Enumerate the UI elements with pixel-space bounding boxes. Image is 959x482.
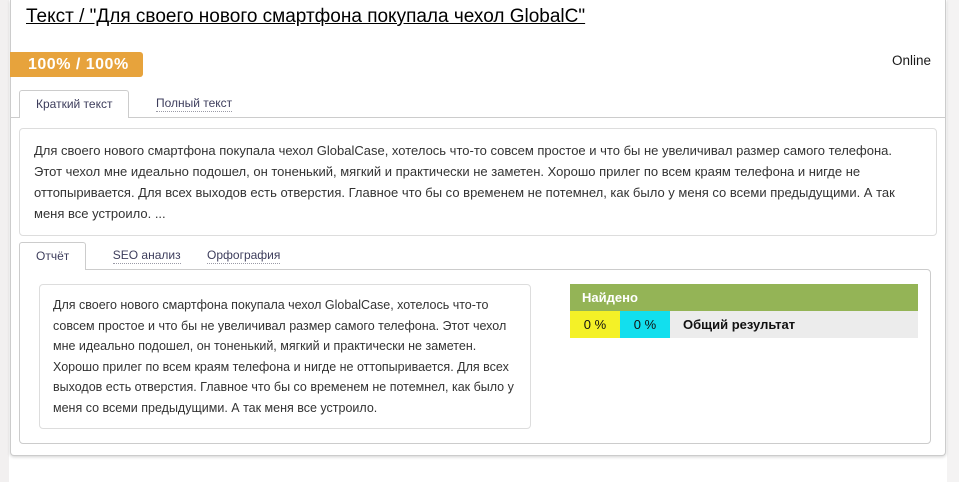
report-text-content: Для своего нового смартфона покупала чех… [53,298,514,415]
cyan-percent-cell: 0 % [620,311,670,338]
tab-full-text[interactable]: Полный текст [155,96,233,112]
short-text-content: Для своего нового смартфона покупала чех… [34,143,895,221]
tab-seo-analysis[interactable]: SEO анализ [112,248,181,264]
yellow-percent-cell: 0 % [570,311,620,338]
page-right-margin [947,0,959,482]
report-panel: Для своего нового смартфона покупала чех… [19,269,931,444]
overall-result-label: Общий результат [683,317,796,332]
tab-spelling[interactable]: Орфография [207,248,281,264]
uniqueness-score-badge: 100% / 100% [10,52,143,77]
tab-report[interactable]: Отчёт [19,242,87,270]
result-window: Текст / "Для своего нового смартфона пок… [10,0,946,456]
report-tabs: Отчёт SEO анализ Орфография [11,242,281,270]
text-tabs: Краткий текст Полный текст [11,90,233,118]
text-title-link[interactable]: Текст / "Для своего нового смартфона пок… [26,6,586,27]
tab-short-text[interactable]: Краткий текст [19,90,130,118]
text-tabs-divider [11,117,945,118]
online-status: Online [891,53,931,68]
found-results-panel: Найдено 0 % 0 % Общий результат [570,284,918,338]
overall-result-row: 0 % 0 % Общий результат [570,311,918,338]
short-text-box: Для своего нового смартфона покупала чех… [19,128,937,236]
found-header: Найдено [570,284,918,311]
page-left-margin [0,0,9,482]
report-text-box: Для своего нового смартфона покупала чех… [39,284,531,429]
